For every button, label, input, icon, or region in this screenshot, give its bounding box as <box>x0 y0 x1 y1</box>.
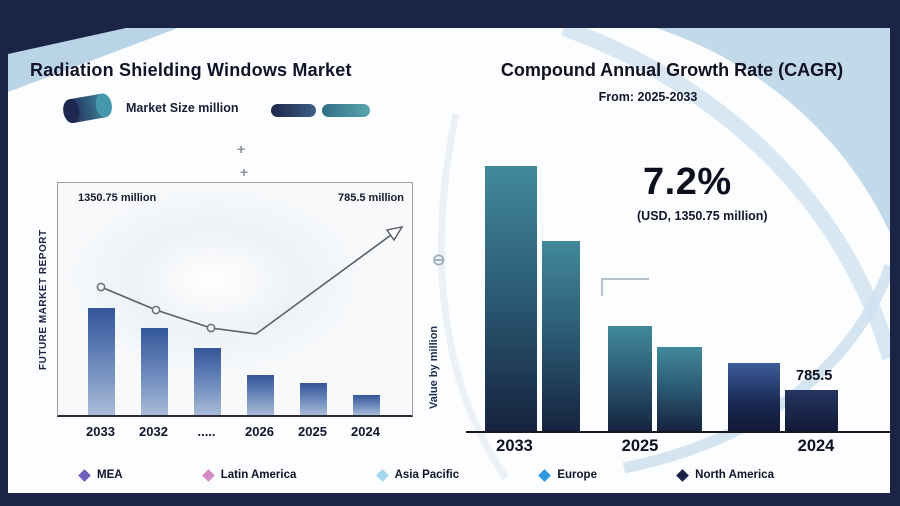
diamond-icon <box>375 468 389 482</box>
left-bar-slot <box>287 305 340 415</box>
market-size-legend: Market Size million <box>62 92 239 124</box>
legend-item-europe: Europe <box>538 468 597 482</box>
market-size-chart: 1350.75 million 785.5 million <box>57 182 413 417</box>
x-label-2025: 2025 <box>621 437 659 455</box>
cagr-chart: 785.5 2033 2025 2024 <box>466 160 890 460</box>
market-bar-2025 <box>300 383 327 415</box>
left-bar-slot <box>181 305 234 415</box>
x-label-2024: 2024 <box>797 437 835 455</box>
annotation-2033-value: 1350.75 million <box>78 192 157 204</box>
plus-mark: + <box>240 164 249 180</box>
x-label-2025: 2025 <box>298 424 327 439</box>
cagr-bar-group-2024 <box>728 363 838 431</box>
cagr-bar-group-2025 <box>608 326 702 431</box>
x-label-2033: 2033 <box>86 424 115 439</box>
cylinder-icon <box>63 93 112 124</box>
future-market-report-label: FUTURE MARKET REPORT <box>38 229 49 370</box>
legend-item-north-america: North America <box>676 468 774 482</box>
x-label-2032: 2032 <box>139 424 168 439</box>
bar-value-785: 785.5 <box>796 368 833 384</box>
left-chart-title: Radiation Shielding Windows Market <box>30 60 352 80</box>
diamond-icon <box>676 468 690 482</box>
decor-pill-navy <box>271 104 316 117</box>
market-size-label: Market Size million <box>126 101 239 115</box>
legend-item-latin-america: Latin America <box>201 468 297 482</box>
cagr-caption: (USD, 1350.75 million) <box>637 209 768 223</box>
market-bar-2024 <box>353 395 380 415</box>
cagr-bar-2025 <box>608 326 652 431</box>
market-bar-2032 <box>141 328 168 415</box>
left-bar-slot <box>75 305 128 415</box>
trend-arrow <box>96 225 404 335</box>
x-label-2026: 2026 <box>245 424 274 439</box>
left-bar-slot <box>234 305 287 415</box>
left-x-labels: 2033 2032..... 2026 2025 2024 <box>74 424 392 439</box>
cagr-bar-2025 <box>657 347 702 431</box>
cagr-bar-group-2033 <box>485 166 580 431</box>
left-bar-slot <box>128 305 181 415</box>
legend-label: North America <box>695 469 774 481</box>
legend-label: Latin America <box>220 469 297 481</box>
region-legend: MEA Latin America Asia Pacific Europe North … <box>78 466 774 484</box>
value-by-million-label: Value by million <box>428 325 440 410</box>
cagr-value: 7.2% <box>643 161 732 203</box>
x-axis-line <box>466 431 890 433</box>
left-bars <box>75 305 393 415</box>
diamond-icon <box>201 468 215 482</box>
canvas: Radiation Shielding Windows Market Marke… <box>8 28 890 493</box>
legend-label: Asia Pacific <box>394 469 460 481</box>
right-chart-title: Compound Annual Growth Rate (CAGR) <box>500 60 844 80</box>
decor-pill-teal <box>322 104 370 117</box>
annotation-2024-value: 785.5 million <box>337 192 404 204</box>
legend-label: MEA <box>97 469 123 481</box>
step-decoration <box>601 278 649 296</box>
diamond-icon <box>78 468 91 482</box>
plus-mark: + <box>237 141 246 157</box>
legend-item-asia-pacific: Asia Pacific <box>375 468 460 482</box>
cagr-bar-2024 <box>785 390 838 431</box>
legend-label: Europe <box>557 469 597 481</box>
market-bar-2033 <box>88 308 115 415</box>
cagr-bar-2033 <box>542 241 580 431</box>
market-bar-..... <box>194 348 221 415</box>
x-label-.....: ..... <box>197 424 216 439</box>
x-label-2033: 2033 <box>496 437 533 455</box>
x-label-2024: 2024 <box>351 424 380 439</box>
legend-item-mea: MEA <box>78 468 123 482</box>
left-bar-slot <box>340 305 393 415</box>
market-bar-2026 <box>247 375 274 415</box>
diamond-icon <box>538 468 552 482</box>
cagr-period: From: 2025-2033 <box>598 90 698 104</box>
cagr-bar-2033 <box>485 166 537 431</box>
cagr-bar-2024 <box>728 363 780 431</box>
minus-circle-icon: ⊖ <box>432 252 446 269</box>
